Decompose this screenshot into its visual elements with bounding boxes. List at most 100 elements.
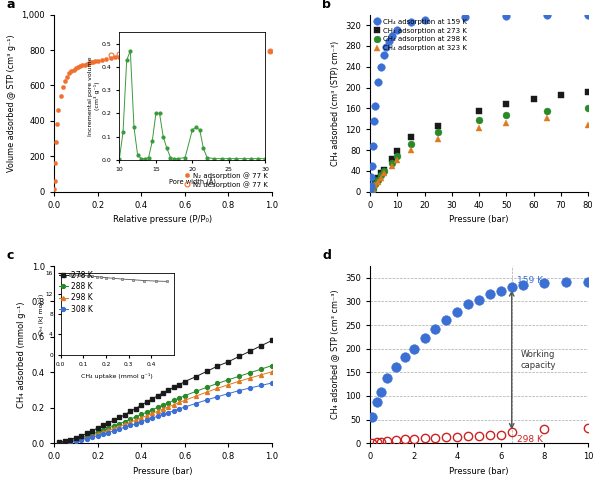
278 K xyxy=(83,431,90,436)
CH₄ adsorption at 298 K xyxy=(377,172,385,178)
Line: CH₄ adsorption at 159 K: CH₄ adsorption at 159 K xyxy=(367,11,592,195)
308 K xyxy=(61,440,68,446)
N₂ adsorption @ 77 K xyxy=(103,56,110,62)
278 K xyxy=(268,337,275,343)
278 K xyxy=(94,425,101,431)
308 K xyxy=(170,408,178,413)
308 K xyxy=(143,417,150,423)
N₂ adsorption @ 77 K xyxy=(79,62,86,68)
CH₄ adsorption at 273 K xyxy=(372,181,379,187)
N₂ desorption @ 77 K xyxy=(247,49,254,55)
CH₄ adsorption at 323 K xyxy=(377,175,385,181)
Line: CH₄ adsorption at 273 K: CH₄ adsorption at 273 K xyxy=(367,89,591,195)
288 K xyxy=(170,397,178,403)
N₂ desorption @ 77 K xyxy=(107,53,114,58)
298 K xyxy=(121,421,128,427)
CH₄ adsorption at 273 K xyxy=(367,188,374,194)
Legend: N₂ adsorption @ 77 K, N₂ desorption @ 77 K: N₂ adsorption @ 77 K, N₂ desorption @ 77… xyxy=(182,171,268,188)
N₂ desorption @ 77 K xyxy=(203,49,210,55)
CH₄ adsorption at 323 K xyxy=(368,188,375,194)
N₂ adsorption @ 77 K xyxy=(148,52,155,57)
Text: 298 K: 298 K xyxy=(517,435,543,444)
CH₄ adsorption at 159 K xyxy=(372,103,379,109)
308 K xyxy=(127,423,134,429)
N₂ adsorption @ 77 K xyxy=(107,55,114,61)
N₂ adsorption @ 77 K xyxy=(92,58,99,64)
CH₄ adsorption at 273 K xyxy=(374,175,382,181)
N₂ adsorption @ 77 K xyxy=(57,93,64,99)
N₂ adsorption @ 77 K xyxy=(98,56,106,62)
CH₄ adsorption at 273 K xyxy=(377,170,385,176)
288 K xyxy=(268,363,275,369)
N₂ adsorption @ 77 K xyxy=(112,55,119,60)
N₂ desorption @ 77 K xyxy=(214,49,221,55)
X-axis label: Relative pressure (P/P₀): Relative pressure (P/P₀) xyxy=(113,215,212,225)
298 K xyxy=(143,413,150,419)
288 K xyxy=(176,395,183,401)
N₂ adsorption @ 77 K xyxy=(236,49,243,55)
298 K xyxy=(100,430,107,435)
298 K xyxy=(94,431,101,437)
288 K xyxy=(67,438,74,444)
CH₄ adsorption at 159 K xyxy=(368,174,375,180)
Y-axis label: CH₄ adsorbed (cm³ (STP) cm⁻³): CH₄ adsorbed (cm³ (STP) cm⁻³) xyxy=(331,40,340,166)
278 K xyxy=(225,359,232,365)
278 K xyxy=(181,378,188,384)
Line: 288 K: 288 K xyxy=(58,364,274,445)
N₂ desorption @ 77 K xyxy=(116,51,123,57)
278 K xyxy=(192,374,199,380)
CH₄ adsorption at 298 K xyxy=(369,186,376,191)
CH₄ adsorption at 159 K xyxy=(584,12,592,18)
CH₄ adsorption at 159 K xyxy=(369,143,376,149)
CH₄ adsorption at 298 K xyxy=(407,141,415,147)
N₂ adsorption @ 77 K xyxy=(137,52,145,58)
298 K xyxy=(72,437,79,443)
Line: CH₄ adsorption at 323 K: CH₄ adsorption at 323 K xyxy=(367,114,592,195)
308 K xyxy=(89,434,96,440)
308 K xyxy=(110,428,118,434)
288 K xyxy=(148,407,155,413)
Legend: 278 K, 288 K, 298 K, 308 K: 278 K, 288 K, 298 K, 308 K xyxy=(58,270,94,314)
308 K xyxy=(100,431,107,437)
288 K xyxy=(89,431,96,437)
N₂ desorption @ 77 K xyxy=(160,50,167,56)
288 K xyxy=(160,402,167,408)
298 K xyxy=(105,428,112,433)
CH₄ adsorption at 323 K xyxy=(369,186,376,192)
298 K xyxy=(61,439,68,445)
278 K xyxy=(160,390,167,395)
N₂ adsorption @ 77 K xyxy=(266,48,274,54)
288 K xyxy=(214,380,221,386)
CH₄ adsorption at 323 K xyxy=(475,125,482,131)
298 K xyxy=(236,378,243,384)
288 K xyxy=(116,421,123,427)
288 K xyxy=(181,393,188,399)
CH₄ adsorption at 159 K xyxy=(386,37,393,43)
N₂ adsorption @ 77 K xyxy=(77,63,84,69)
N₂ desorption @ 77 K xyxy=(148,50,155,56)
308 K xyxy=(137,419,145,425)
CH₄ adsorption at 323 K xyxy=(503,120,510,126)
CH₄ adsorption at 159 K xyxy=(377,64,385,70)
N₂ adsorption @ 77 K xyxy=(192,50,199,56)
CH₄ adsorption at 273 K xyxy=(368,187,376,192)
N₂ adsorption @ 77 K xyxy=(59,84,67,90)
N₂ adsorption @ 77 K xyxy=(170,51,178,56)
308 K xyxy=(154,413,161,419)
CH₄ adsorption at 159 K xyxy=(374,79,382,85)
308 K xyxy=(83,436,90,442)
N₂ desorption @ 77 K xyxy=(137,50,145,56)
CH₄ adsorption at 323 K xyxy=(367,188,374,194)
Text: b: b xyxy=(322,0,331,11)
298 K xyxy=(154,409,161,414)
N₂ adsorption @ 77 K xyxy=(127,53,134,58)
CH₄ adsorption at 323 K xyxy=(388,163,395,169)
298 K xyxy=(77,436,85,442)
N₂ desorption @ 77 K xyxy=(225,49,232,55)
CH₄ adsorption at 298 K xyxy=(372,182,379,187)
CH₄ adsorption at 159 K xyxy=(503,13,510,19)
N₂ desorption @ 77 K xyxy=(257,48,265,54)
298 K xyxy=(203,389,210,395)
308 K xyxy=(165,410,172,415)
CH₄ adsorption at 273 K xyxy=(530,96,537,102)
